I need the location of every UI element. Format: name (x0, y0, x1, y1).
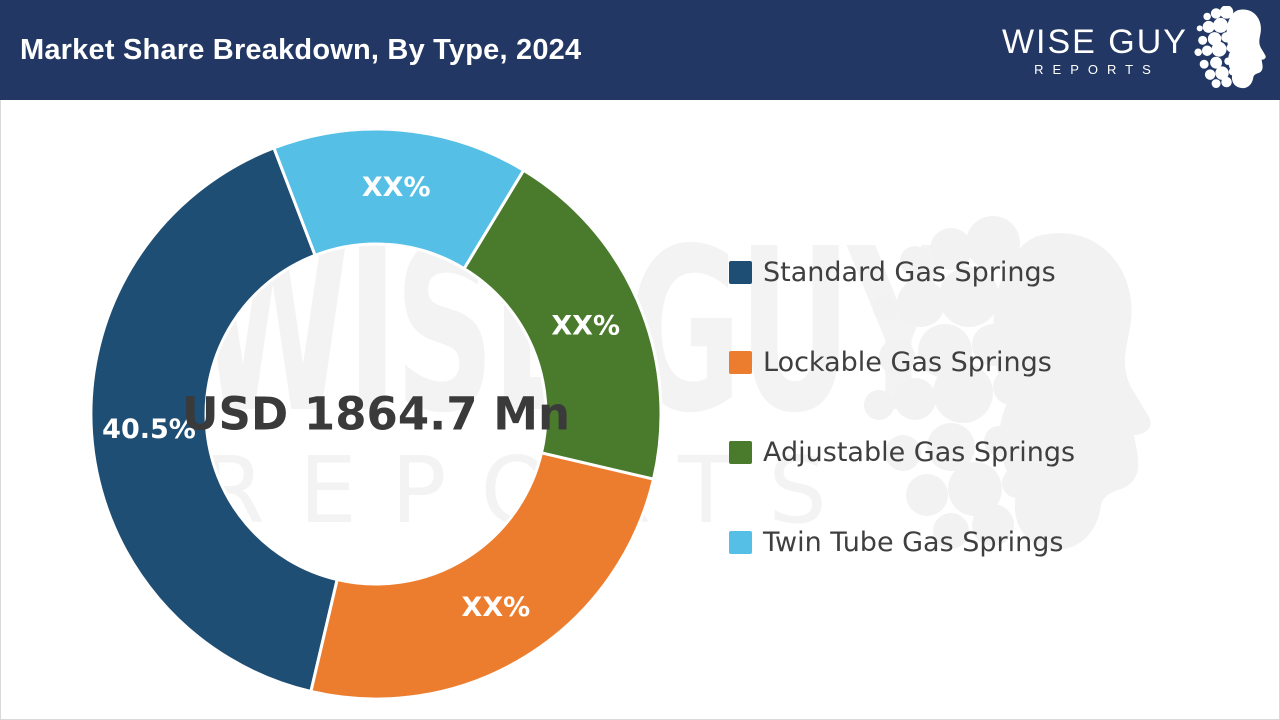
page-title: Market Share Breakdown, By Type, 2024 (20, 33, 582, 66)
segment-label-3: XX% (362, 172, 431, 203)
segment-label-0: 40.5% (102, 414, 196, 445)
segment-label-1: XX% (462, 592, 531, 623)
brand-subtitle: REPORTS (1034, 61, 1160, 77)
legend-item: Standard Gas Springs (729, 255, 1075, 289)
chart-legend: Standard Gas Springs Lockable Gas Spring… (729, 255, 1075, 559)
donut-chart: 40.5% XX% XX% XX% (89, 127, 663, 701)
legend-swatch-icon (729, 440, 752, 464)
legend-item: Twin Tube Gas Springs (729, 525, 1075, 559)
chart-canvas: WISE GUY REPORTS 40.5%XX%XX%XX% USD 1864… (0, 100, 1280, 720)
legend-swatch-icon (729, 350, 752, 374)
brand-face-icon (1194, 6, 1266, 89)
legend-swatch-icon (729, 530, 752, 554)
segment-label-2: XX% (551, 310, 620, 341)
donut-segment-0 (89, 145, 340, 694)
brand-name: WISE GUY (1001, 22, 1188, 61)
legend-item-label: Standard Gas Springs (763, 256, 1056, 288)
brand-logo: WISE GUY REPORTS (1002, 6, 1272, 94)
legend-item: Lockable Gas Springs (729, 345, 1075, 379)
legend-item-label: Twin Tube Gas Springs (763, 526, 1064, 558)
chart-center-value: USD 1864.7 Mn (181, 387, 571, 441)
header-bar: Market Share Breakdown, By Type, 2024 WI… (0, 0, 1280, 100)
brand-logo-text: WISE GUY REPORTS (1002, 25, 1188, 76)
legend-item-label: Lockable Gas Springs (763, 346, 1052, 378)
legend-item: Adjustable Gas Springs (729, 435, 1075, 469)
legend-item-label: Adjustable Gas Springs (763, 436, 1076, 468)
donut-segment-1 (309, 450, 656, 701)
legend-swatch-icon (729, 260, 752, 284)
donut-segment-3 (271, 127, 526, 271)
donut-segment-2 (462, 168, 663, 481)
